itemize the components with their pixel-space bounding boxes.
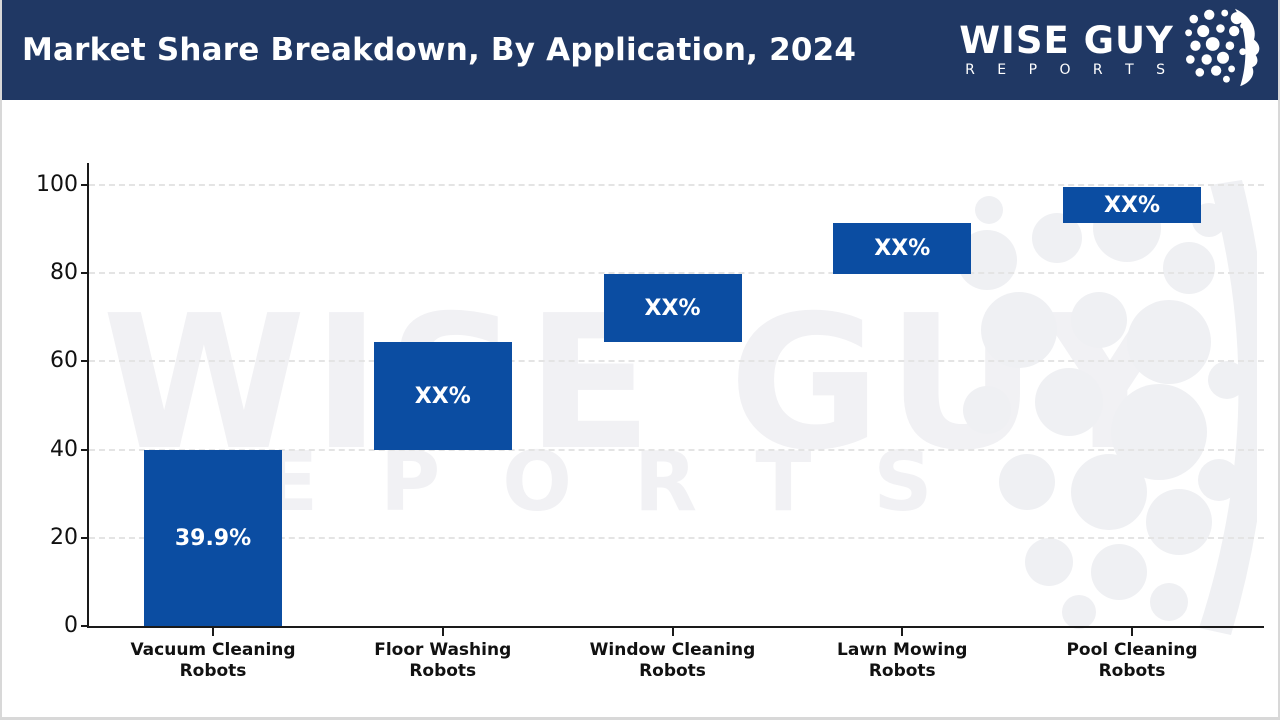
y-tick-mark xyxy=(81,272,89,274)
category-label: Window Cleaning Robots xyxy=(589,640,756,681)
brand-name: WISE GUY xyxy=(959,19,1174,62)
category-label: Floor Washing Robots xyxy=(374,640,512,681)
bar-segment: 39.9% xyxy=(144,450,282,626)
x-axis-line xyxy=(87,626,1264,628)
bar-segment: XX% xyxy=(1063,187,1201,223)
category-label: Lawn Mowing Robots xyxy=(837,640,968,681)
y-tick-mark xyxy=(81,184,89,186)
bar-value-label: XX% xyxy=(644,295,701,321)
y-tick-mark xyxy=(81,537,89,539)
gridline xyxy=(89,360,1264,362)
bar-segment: XX% xyxy=(833,223,972,274)
bar-segment: XX% xyxy=(373,342,512,450)
bar-value-label: 39.9% xyxy=(174,525,252,551)
category-label: Pool Cleaning Robots xyxy=(1066,640,1198,681)
header-bar: Market Share Breakdown, By Application, … xyxy=(2,0,1278,100)
y-tick-label: 20 xyxy=(50,525,78,550)
x-tick-mark xyxy=(901,628,904,636)
chart-area: WISE GUY REPORTS 0 20 40 60 80 100 39.9% Vacuum… xyxy=(2,100,1278,717)
gridline xyxy=(89,449,1264,451)
bar-value-label: XX% xyxy=(1104,192,1160,218)
x-tick-mark xyxy=(671,628,674,636)
y-tick-label: 60 xyxy=(50,348,78,373)
x-tick-mark xyxy=(212,628,214,636)
gridline xyxy=(89,537,1264,539)
y-tick-mark xyxy=(81,625,89,627)
brand-subname: R E P O R T S xyxy=(965,62,1174,78)
page-title: Market Share Breakdown, By Application, … xyxy=(22,32,857,68)
bar-value-label: XX% xyxy=(414,383,471,409)
y-tick-label: 100 xyxy=(36,172,78,197)
bar-value-label: XX% xyxy=(874,236,931,261)
watermark-head-icon xyxy=(957,180,1257,635)
y-tick-mark xyxy=(81,449,89,451)
x-tick-mark xyxy=(441,628,444,636)
brand-logo: WISE GUY R E P O R T S xyxy=(959,6,1266,94)
y-tick-mark xyxy=(81,360,89,362)
y-axis-line xyxy=(87,163,89,628)
brand-wordmark: WISE GUY R E P O R T S xyxy=(959,19,1174,79)
gridline xyxy=(89,184,1264,186)
y-tick-label: 40 xyxy=(50,437,78,462)
x-tick-mark xyxy=(1131,628,1133,636)
bar-segment: XX% xyxy=(603,274,742,342)
y-tick-label: 0 xyxy=(64,613,78,638)
y-tick-label: 80 xyxy=(50,260,78,285)
gridline xyxy=(89,272,1264,274)
category-label: Vacuum Cleaning Robots xyxy=(130,640,296,681)
dotted-head-icon xyxy=(1185,8,1260,87)
